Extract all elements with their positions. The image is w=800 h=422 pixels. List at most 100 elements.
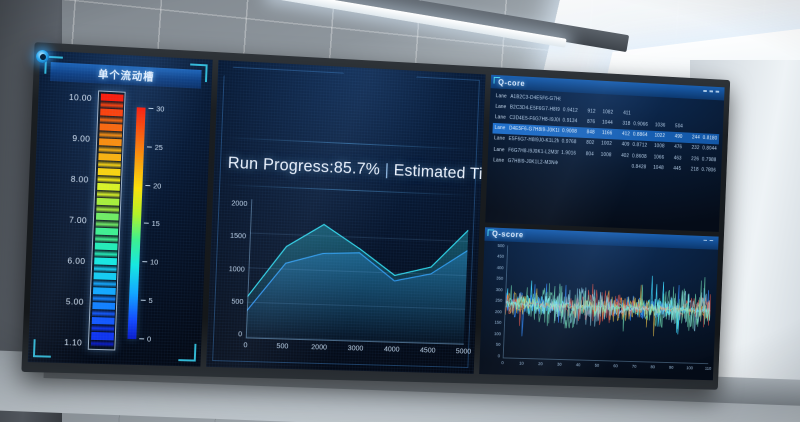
table-cell bbox=[686, 127, 701, 128]
maximize-icon[interactable] bbox=[709, 90, 714, 92]
colorbar-tick: 20 bbox=[145, 181, 184, 192]
colorbar-tick-label: 20 bbox=[153, 181, 162, 191]
colorbar-tick-label: 0 bbox=[146, 334, 152, 344]
table-cell: 0.9066 bbox=[633, 121, 649, 128]
table-cell bbox=[581, 100, 596, 101]
chart-area-fill bbox=[245, 221, 469, 345]
colorbar-tick: 0 bbox=[139, 334, 178, 344]
waveform-y-tick: 400 bbox=[496, 264, 504, 270]
table-cell bbox=[686, 106, 701, 107]
waveform-x-tick: 60 bbox=[613, 363, 618, 369]
table-cell: 232 bbox=[691, 145, 700, 152]
table-cell: 1166 bbox=[601, 130, 613, 137]
table-cell: 504 bbox=[674, 123, 684, 130]
table-cell: Lane bbox=[495, 92, 507, 100]
table-cell: 318 bbox=[622, 120, 631, 127]
screen-grid: 单个流动槽 10.00 9.00 8.00 7.00 6.00 5.00 1.10 30 25… bbox=[27, 50, 725, 381]
table-cell bbox=[614, 166, 629, 167]
display-bezel: 单个流动槽 10.00 9.00 8.00 7.00 6.00 5.00 1.10 30 25… bbox=[21, 42, 731, 390]
chart-x-tick: 4500 bbox=[419, 345, 436, 355]
flow-cell-scale: 10.00 9.00 8.00 7.00 6.00 5.00 1.10 bbox=[42, 91, 93, 348]
estimated-time-label: Estimated Time:2h 15m bbox=[393, 160, 486, 187]
waveform-y-tick: 500 bbox=[497, 242, 505, 248]
video-wall: 单个流动槽 10.00 9.00 8.00 7.00 6.00 5.00 1.10 30 25… bbox=[21, 42, 731, 390]
scale-label: 6.00 bbox=[67, 255, 86, 267]
table-cell bbox=[634, 103, 649, 104]
table-cell: Lane bbox=[494, 114, 507, 121]
table-cell: 0.8428 bbox=[631, 163, 647, 171]
scale-label: 10.00 bbox=[68, 91, 93, 104]
qscore-waveform-chart[interactable]: 500 450 400 350 300 250 200 150 100 50 0 0 10 20 30 40… bbox=[483, 242, 715, 377]
table-cell bbox=[616, 102, 631, 103]
table-cell: 0.8608 bbox=[631, 153, 647, 160]
table-cell: 0.8044 bbox=[702, 145, 717, 153]
run-status-separator: | bbox=[384, 160, 390, 179]
waveform-x-tick: 80 bbox=[650, 364, 656, 370]
minimize-icon[interactable] bbox=[703, 89, 707, 92]
scale-label: 7.00 bbox=[68, 214, 88, 226]
flow-cell-panel[interactable]: 单个流动槽 10.00 9.00 8.00 7.00 6.00 5.00 1.10 30 25… bbox=[27, 50, 213, 367]
waveform-x-tick: 40 bbox=[575, 362, 581, 368]
table-cell: 226 bbox=[691, 155, 700, 162]
scale-label: 9.00 bbox=[72, 133, 91, 144]
qcore-table-panel[interactable]: Q-core Lane A1B2C3-D4E5F6-G7H8I9 Lane B2C3D… bbox=[485, 74, 725, 232]
waveform-y-tick: 350 bbox=[496, 275, 504, 281]
table-cell: 1002 bbox=[601, 140, 613, 148]
close-icon[interactable] bbox=[709, 239, 714, 242]
table-cell: 1044 bbox=[601, 119, 613, 126]
flow-cell-gauge-area: 10.00 9.00 8.00 7.00 6.00 5.00 1.10 30 25 20 15 10… bbox=[28, 84, 211, 354]
qcore-table[interactable]: Lane A1B2C3-D4E5F6-G7H8I9 Lane B2C3D4-E5F6G… bbox=[489, 90, 720, 228]
waveform-x-tick: 110 bbox=[704, 365, 712, 371]
chart-y-tick: 1500 bbox=[229, 231, 247, 241]
chart-y-tick: 1000 bbox=[228, 263, 245, 274]
table-cell bbox=[596, 165, 611, 166]
table-cell: 1022 bbox=[654, 132, 666, 140]
table-cell: B2C3D4-E5F6G7-H8I9J0 bbox=[509, 104, 561, 113]
table-cell bbox=[669, 105, 684, 106]
waveform-x-tick: 0 bbox=[501, 360, 504, 366]
waveform-x-tick: 20 bbox=[538, 361, 543, 367]
table-cell: Lane bbox=[493, 146, 505, 153]
table-cell: F6G7H8-I9J0K1-L2M3N4 bbox=[508, 147, 559, 156]
table-cell bbox=[634, 114, 649, 115]
table-cell: 0.7806 bbox=[701, 166, 717, 174]
waveform-y-tick: 250 bbox=[495, 297, 503, 303]
table-cell: 445 bbox=[673, 165, 682, 172]
table-cell: 412 bbox=[621, 131, 631, 138]
table-cell: 411 bbox=[623, 110, 631, 117]
chart-x-tick: 4000 bbox=[383, 344, 400, 354]
table-cell: 0.8180 bbox=[702, 135, 718, 142]
chart-x-tick: 500 bbox=[276, 341, 289, 351]
table-cell bbox=[563, 99, 578, 100]
chart-y-axis-labels: 2000 1500 1000 500 0 bbox=[217, 198, 248, 338]
minimize-icon[interactable] bbox=[703, 239, 708, 241]
table-cell: Lane bbox=[494, 125, 506, 132]
waveform-y-tick: 100 bbox=[493, 331, 502, 337]
table-cell: A1B2C3-D4E5F6-G7H8I9 bbox=[510, 93, 561, 102]
colorbar-tick: 10 bbox=[142, 257, 181, 267]
table-cell: 802 bbox=[586, 140, 595, 147]
waveform-y-tick: 50 bbox=[495, 342, 501, 348]
scale-label: 5.00 bbox=[65, 296, 84, 307]
table-cell: 244 bbox=[691, 134, 701, 141]
waveform-y-tick: 300 bbox=[495, 286, 503, 292]
waveform-series-svg bbox=[504, 245, 713, 363]
qscore-waveform-panel[interactable]: Q-score 500 450 400 350 300 250 200 150 100 50 0 0… bbox=[479, 226, 719, 381]
table-cell: 409 bbox=[621, 141, 630, 149]
analysis-panels: Q-core Lane A1B2C3-D4E5F6-G7H8I9 Lane B2C3D… bbox=[479, 74, 725, 381]
throughput-area-chart[interactable]: 2000 1500 1000 500 0 0 500 2000 3000 4000 4500 500… bbox=[216, 194, 473, 366]
flow-cell-stripe bbox=[90, 339, 114, 348]
table-cell: 0.8864 bbox=[632, 131, 648, 139]
waveform-x-tick: 70 bbox=[631, 363, 637, 369]
chart-y-tick: 2000 bbox=[231, 198, 248, 208]
close-icon[interactable] bbox=[715, 90, 720, 93]
table-cell: 848 bbox=[586, 129, 595, 136]
chart-x-tick: 0 bbox=[243, 340, 248, 350]
table-cell bbox=[578, 164, 593, 165]
table-cell: 1.9016 bbox=[561, 149, 577, 157]
run-status-panel[interactable]: Run Progress:85.7%|Estimated Time:2h 15m… bbox=[206, 60, 486, 374]
table-cell: 1048 bbox=[653, 164, 664, 171]
table-cell: D4E5F6-G7H8I9-J0K1L2 bbox=[508, 125, 560, 134]
table-cell: 0.9008 bbox=[561, 128, 578, 135]
flow-cell-gauge[interactable] bbox=[87, 90, 126, 351]
